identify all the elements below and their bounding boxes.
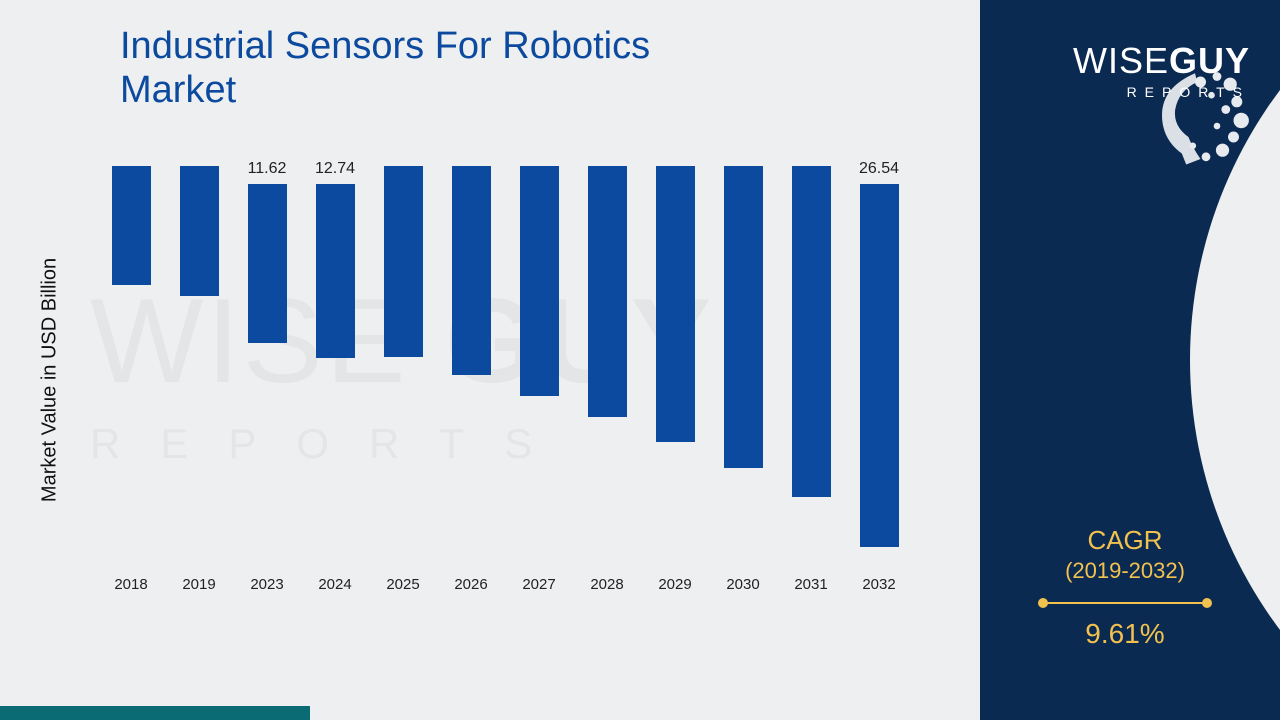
- bar: [180, 166, 219, 296]
- x-tick: 2028: [582, 570, 632, 600]
- x-tick: 2030: [718, 570, 768, 600]
- bar-wrap: [514, 160, 564, 570]
- brand-logo: WISEGUY REPORTS: [1073, 40, 1250, 100]
- x-tick: 2024: [310, 570, 360, 600]
- chart-canvas: Industrial Sensors For RoboticsMarket WI…: [0, 0, 1280, 720]
- bar-wrap: [650, 160, 700, 570]
- chart-title: Industrial Sensors For RoboticsMarket: [120, 25, 650, 112]
- bar-wrap: [582, 160, 632, 570]
- x-tick: 2026: [446, 570, 496, 600]
- bar: [588, 166, 627, 417]
- bar: [384, 166, 423, 357]
- bar-value-label: 26.54: [859, 160, 899, 178]
- bar-wrap: [174, 160, 224, 570]
- bar-wrap: 12.74: [310, 160, 360, 570]
- bar-wrap: [106, 160, 156, 570]
- bar-wrap: [446, 160, 496, 570]
- bar: [792, 166, 831, 497]
- bottom-accent-bar: [0, 706, 310, 720]
- x-tick: 2023: [242, 570, 292, 600]
- cagr-block: CAGR (2019-2032) 9.61%: [1030, 525, 1220, 650]
- cagr-divider: [1040, 602, 1210, 604]
- bar-wrap: [786, 160, 836, 570]
- plot-area: 11.62 12.74 26.54: [100, 160, 910, 570]
- bar-value-label: 12.74: [315, 160, 355, 178]
- x-tick: 2025: [378, 570, 428, 600]
- x-tick: 2027: [514, 570, 564, 600]
- bar: [316, 184, 355, 358]
- head-dots-icon: [1140, 60, 1250, 170]
- x-tick: 2031: [786, 570, 836, 600]
- x-tick: 2029: [650, 570, 700, 600]
- cagr-range: (2019-2032): [1030, 558, 1220, 584]
- bar: [520, 166, 559, 396]
- bar-wrap: 11.62: [242, 160, 292, 570]
- x-tick: 2032: [854, 570, 904, 600]
- bar: [656, 166, 695, 442]
- bar: [112, 166, 151, 285]
- bar: [452, 166, 491, 375]
- x-tick: 2018: [106, 570, 156, 600]
- bar-wrap: [718, 160, 768, 570]
- bar: [860, 184, 899, 547]
- bar-wrap: 26.54: [854, 160, 904, 570]
- bar: [724, 166, 763, 468]
- cagr-title: CAGR: [1030, 525, 1220, 556]
- bar-value-label: 11.62: [248, 160, 287, 178]
- x-tick: 2019: [174, 570, 224, 600]
- x-axis: 2018 2019 2023 2024 2025 2026 2027 2028 2029 2030…: [100, 570, 910, 600]
- bar: [248, 184, 287, 343]
- bar-wrap: [378, 160, 428, 570]
- cagr-value: 9.61%: [1030, 618, 1220, 650]
- bar-chart: Market Value in USD Billion 11.6212.7426…: [70, 160, 910, 600]
- y-axis-label: Market Value in USD Billion: [39, 258, 62, 502]
